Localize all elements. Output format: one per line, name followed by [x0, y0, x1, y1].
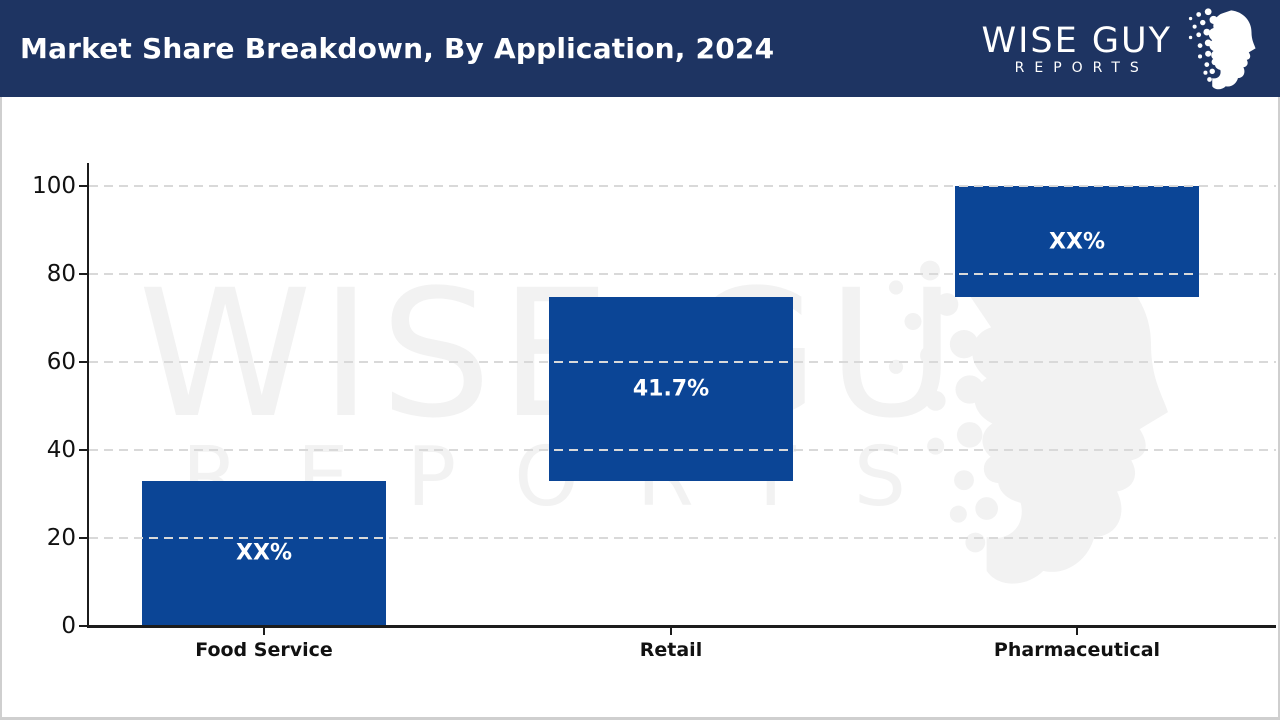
- y-axis-tick: [79, 185, 87, 187]
- x-axis-tick: [1076, 627, 1078, 635]
- logo-text: WISE GUY REPORTS: [981, 20, 1172, 77]
- y-axis-tick-label: 80: [46, 261, 76, 287]
- x-axis-spine: [87, 625, 1276, 628]
- x-axis-category-label: Food Service: [195, 639, 333, 661]
- logo-wordmark: WISE GUY: [981, 20, 1172, 61]
- wise-guy-reports-logo: WISE GUY REPORTS: [981, 3, 1262, 95]
- logo-subtext: REPORTS: [1014, 60, 1149, 77]
- y-axis-tick-label: 0: [61, 613, 76, 639]
- bar-food-service: [142, 480, 386, 626]
- y-axis-spine: [87, 163, 89, 628]
- x-axis-tick: [263, 627, 265, 635]
- y-axis-tick: [79, 361, 87, 363]
- gridline: [89, 361, 1276, 363]
- gridline: [89, 185, 1276, 187]
- page-title: Market Share Breakdown, By Application, …: [20, 32, 775, 65]
- y-axis-tick-label: 20: [46, 525, 76, 551]
- page-border-bottom: [0, 717, 1280, 720]
- y-axis-tick: [79, 449, 87, 451]
- y-axis-tick-label: 40: [46, 437, 76, 463]
- dotted-head-profile-icon: [1188, 7, 1256, 89]
- gridline: [89, 537, 1276, 539]
- gridline: [89, 273, 1276, 275]
- y-axis-tick-label: 60: [46, 349, 76, 375]
- x-axis-tick: [670, 627, 672, 635]
- page-border-right: [1278, 97, 1280, 720]
- y-axis-tick: [79, 273, 87, 275]
- bar-value-label: XX%: [236, 540, 292, 566]
- watermark-head-profile-icon: [888, 245, 1168, 584]
- y-axis-tick: [79, 537, 87, 539]
- bar-pharmaceutical: [955, 186, 1199, 298]
- bar-value-label: 41.7%: [632, 376, 710, 402]
- x-axis-category-label: Retail: [639, 639, 703, 661]
- y-axis-tick: [79, 625, 87, 627]
- page-border-left: [0, 97, 2, 720]
- y-axis-tick-label: 100: [32, 173, 76, 199]
- gridline: [89, 449, 1276, 451]
- header: Market Share Breakdown, By Application, …: [0, 0, 1280, 97]
- bar-value-label: XX%: [1049, 229, 1105, 255]
- x-axis-category-label: Pharmaceutical: [993, 639, 1161, 661]
